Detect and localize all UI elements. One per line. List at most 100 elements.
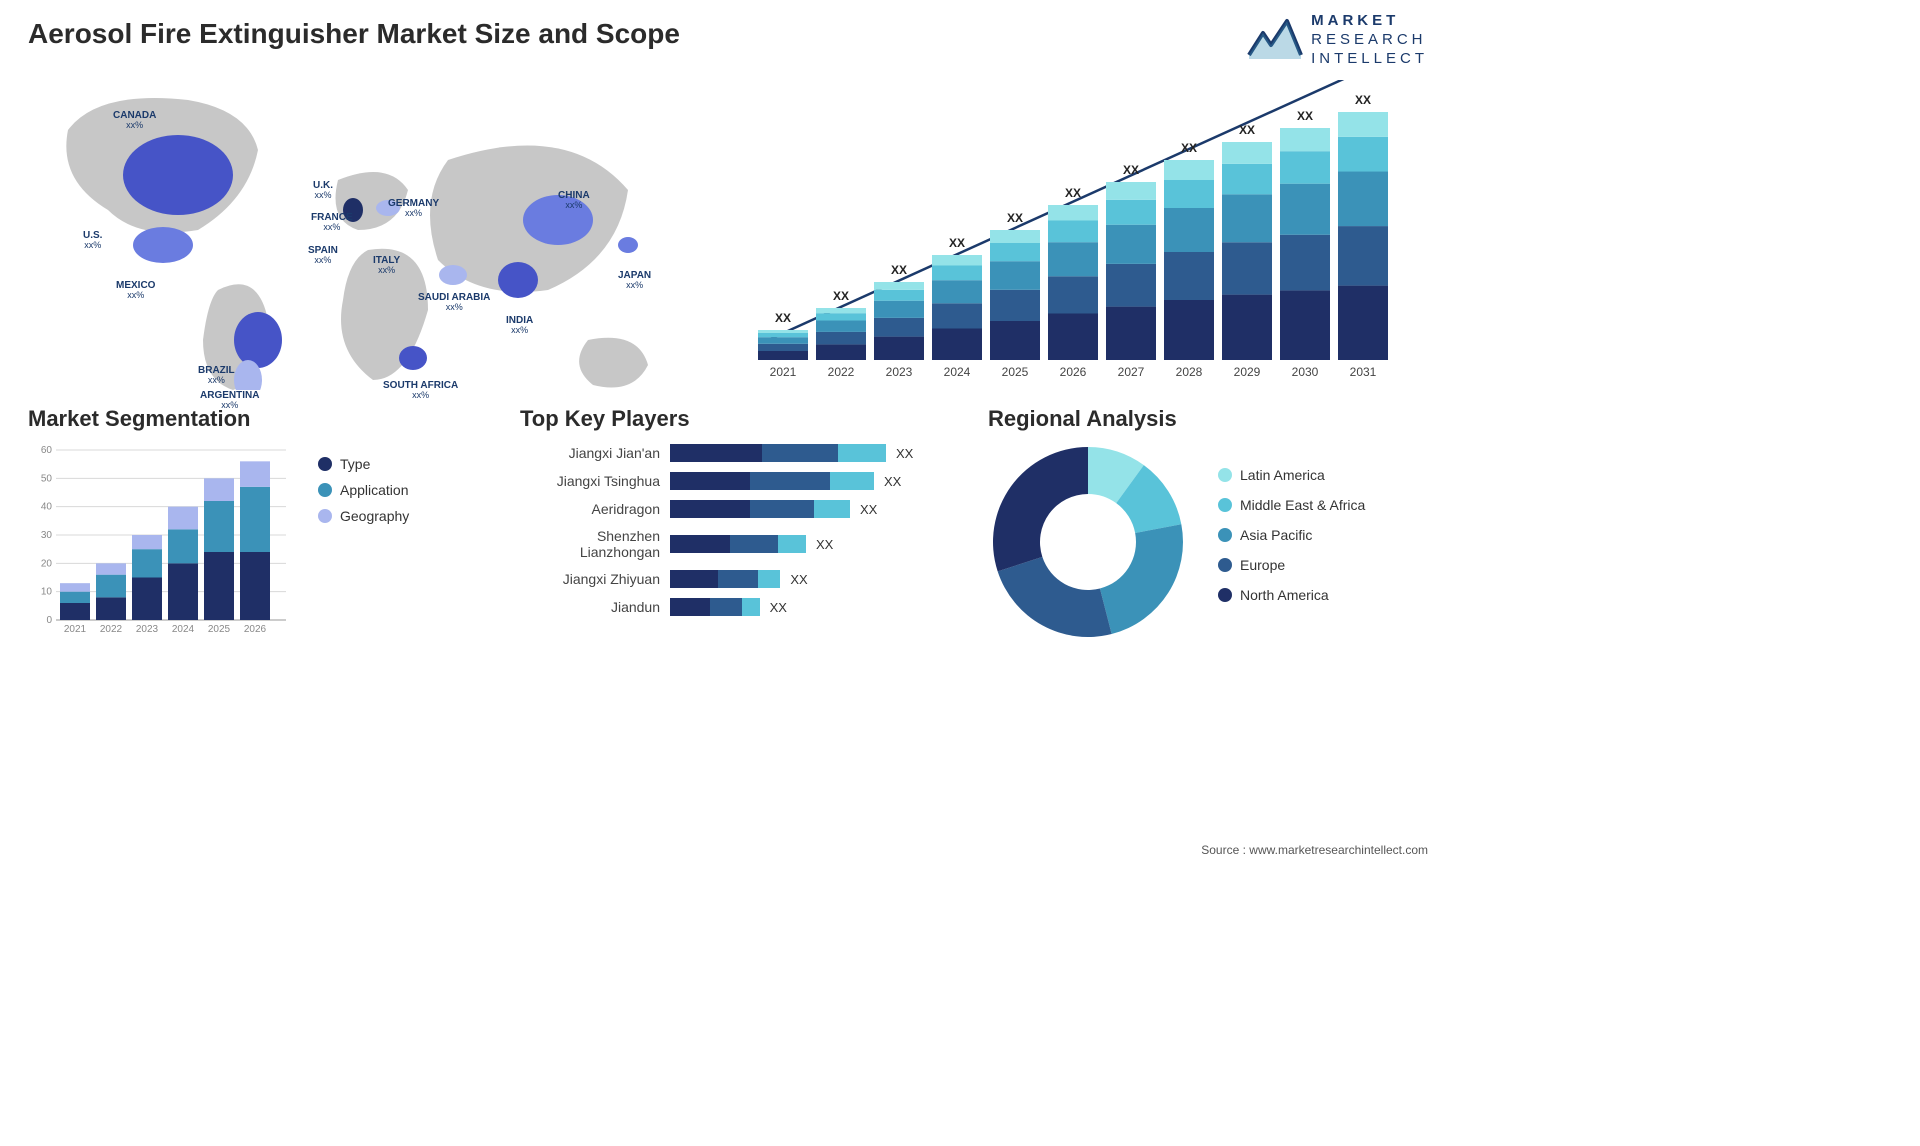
growth-bar-segment	[1048, 221, 1098, 243]
segmentation-bar-segment	[240, 552, 270, 620]
growth-bar-label: XX	[1065, 186, 1081, 200]
region-legend-item: North America	[1218, 587, 1365, 603]
growth-year-label: 2022	[828, 365, 855, 379]
svg-text:30: 30	[41, 530, 53, 541]
growth-bar-segment	[1222, 295, 1272, 360]
growth-bar-segment	[990, 230, 1040, 243]
growth-bar-segment	[1164, 160, 1214, 180]
segmentation-bar-segment	[96, 563, 126, 574]
regional-donut	[988, 442, 1188, 642]
player-bar-segment	[742, 598, 760, 616]
growth-bar-segment	[1106, 225, 1156, 264]
growth-bar-segment	[1280, 290, 1330, 360]
growth-bar-segment	[932, 329, 982, 361]
player-bar-segment	[750, 500, 814, 518]
growth-bar-segment	[1164, 208, 1214, 252]
growth-bar-segment	[1164, 180, 1214, 208]
growth-bar-label: XX	[1239, 123, 1255, 137]
player-value-label: XX	[860, 502, 877, 517]
region-legend-item: Europe	[1218, 557, 1365, 573]
segmentation-bar-segment	[204, 501, 234, 552]
growth-bar-segment	[816, 332, 866, 344]
growth-bar-segment	[990, 290, 1040, 321]
growth-bar-segment	[758, 333, 808, 337]
brand-logo-icon	[1247, 15, 1303, 66]
key-players-title: Top Key Players	[520, 406, 960, 432]
growth-bar-segment	[990, 243, 1040, 261]
segmentation-bar-segment	[168, 507, 198, 530]
growth-year-label: 2026	[1060, 365, 1087, 379]
segmentation-year-label: 2023	[136, 624, 159, 635]
growth-bar-segment	[932, 303, 982, 328]
growth-bar-segment	[1106, 307, 1156, 360]
growth-chart-svg: XX2021XX2022XX2023XX2024XX2025XX2026XX20…	[748, 80, 1428, 390]
regional-title: Regional Analysis	[988, 406, 1428, 432]
segmentation-legend-item: Application	[318, 482, 409, 498]
map-country-label: ITALYxx%	[373, 255, 400, 276]
svg-text:60: 60	[41, 445, 53, 456]
svg-text:40: 40	[41, 502, 53, 513]
player-bar	[670, 444, 886, 462]
map-country-label: INDIAxx%	[506, 315, 533, 336]
growth-year-label: 2031	[1350, 365, 1377, 379]
growth-bar-segment	[1106, 200, 1156, 225]
page-title: Aerosol Fire Extinguisher Market Size an…	[28, 18, 680, 50]
growth-year-label: 2030	[1292, 365, 1319, 379]
growth-bar-label: XX	[1181, 141, 1197, 155]
growth-bar-segment	[1106, 264, 1156, 307]
segmentation-legend-item: Geography	[318, 508, 409, 524]
player-bar-segment	[730, 535, 778, 553]
segmentation-bar-segment	[204, 552, 234, 620]
map-country-label: FRANCExx%	[311, 212, 353, 233]
map-country-label: CHINAxx%	[558, 190, 590, 211]
growth-bar-segment	[990, 321, 1040, 360]
regional-legend: Latin AmericaMiddle East & AfricaAsia Pa…	[1218, 467, 1365, 617]
player-bar-segment	[670, 598, 710, 616]
brand-logo: MARKET RESEARCH INTELLECT	[1247, 12, 1428, 68]
player-bar-segment	[670, 472, 750, 490]
player-value-label: XX	[770, 600, 787, 615]
player-bar	[670, 598, 760, 616]
regional-analysis-panel: Regional Analysis Latin AmericaMiddle Ea…	[988, 406, 1428, 666]
player-row: Jiangxi TsinghuaXX	[520, 472, 960, 490]
growth-bar-segment	[1164, 300, 1214, 360]
segmentation-bar-segment	[132, 549, 162, 577]
segmentation-year-label: 2021	[64, 624, 87, 635]
market-segmentation-panel: Market Segmentation 01020304050602021202…	[28, 406, 488, 666]
segmentation-year-label: 2026	[244, 624, 267, 635]
map-country-label: JAPANxx%	[618, 270, 651, 291]
growth-bar-segment	[1338, 137, 1388, 172]
segmentation-bar-segment	[132, 578, 162, 621]
growth-chart: XX2021XX2022XX2023XX2024XX2025XX2026XX20…	[748, 80, 1428, 390]
growth-bar-segment	[1222, 142, 1272, 164]
growth-bar-segment	[816, 344, 866, 360]
player-value-label: XX	[884, 474, 901, 489]
growth-bar-segment	[758, 351, 808, 360]
map-country-label: U.K.xx%	[313, 180, 333, 201]
svg-text:0: 0	[46, 615, 52, 626]
donut-slice	[1100, 524, 1183, 634]
segmentation-bar-segment	[132, 535, 162, 549]
growth-bar-label: XX	[1007, 211, 1023, 225]
map-country-label: SPAINxx%	[308, 245, 338, 266]
segmentation-bar-segment	[96, 597, 126, 620]
growth-bar-segment	[1106, 182, 1156, 200]
growth-bar-segment	[1048, 242, 1098, 276]
growth-bar-segment	[874, 318, 924, 337]
growth-bar-segment	[1048, 314, 1098, 361]
player-bar-segment	[750, 472, 830, 490]
player-bar-segment	[670, 535, 730, 553]
player-bar-segment	[758, 570, 780, 588]
growth-year-label: 2028	[1176, 365, 1203, 379]
growth-bar-segment	[990, 261, 1040, 290]
growth-bar-segment	[1338, 226, 1388, 286]
key-players-panel: Top Key Players Jiangxi Jian'anXXJiangxi…	[520, 406, 960, 666]
map-country-label: SOUTH AFRICAxx%	[383, 380, 458, 401]
growth-bar-segment	[1048, 276, 1098, 313]
map-country-label: U.S.xx%	[83, 230, 102, 251]
growth-bar-segment	[1280, 184, 1330, 235]
growth-bar-segment	[1222, 242, 1272, 294]
key-players-rows: Jiangxi Jian'anXXJiangxi TsinghuaXXAerid…	[520, 444, 960, 616]
growth-year-label: 2024	[944, 365, 971, 379]
growth-bar-label: XX	[833, 289, 849, 303]
